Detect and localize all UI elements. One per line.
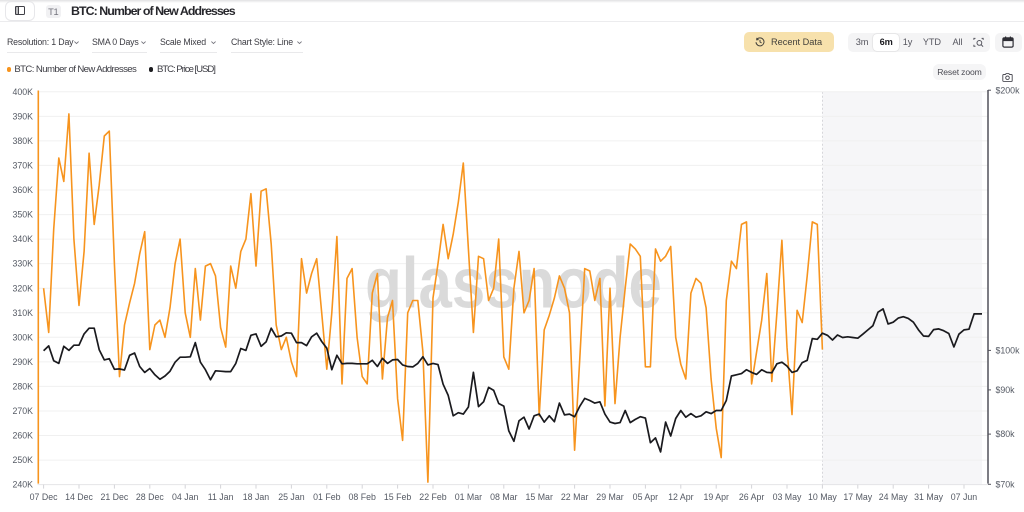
svg-text:08 Feb: 08 Feb (349, 492, 376, 502)
svg-text:$100k: $100k (996, 346, 1021, 356)
svg-text:25 Jan: 25 Jan (278, 492, 305, 502)
svg-text:07 Jun: 07 Jun (951, 492, 978, 502)
svg-text:01 Mar: 01 Mar (455, 492, 482, 502)
svg-text:15 Mar: 15 Mar (526, 492, 553, 502)
svg-text:$90k: $90k (996, 385, 1016, 395)
svg-text:370K: 370K (12, 161, 33, 171)
svg-text:03 May: 03 May (773, 492, 802, 502)
svg-text:$80k: $80k (996, 429, 1016, 439)
svg-text:340K: 340K (12, 234, 33, 244)
svg-text:310K: 310K (12, 308, 33, 318)
svg-text:15 Feb: 15 Feb (384, 492, 411, 502)
svg-text:10 May: 10 May (808, 492, 837, 502)
svg-text:05 Apr: 05 Apr (633, 492, 659, 502)
svg-text:12 Apr: 12 Apr (668, 492, 694, 502)
svg-text:280K: 280K (12, 382, 33, 392)
svg-text:01 Feb: 01 Feb (313, 492, 340, 502)
svg-text:350K: 350K (12, 210, 33, 220)
svg-text:08 Mar: 08 Mar (490, 492, 517, 502)
svg-text:360K: 360K (12, 185, 33, 195)
svg-text:22 Mar: 22 Mar (561, 492, 588, 502)
svg-text:250K: 250K (12, 455, 33, 465)
svg-text:390K: 390K (12, 112, 33, 122)
svg-text:260K: 260K (12, 431, 33, 441)
svg-text:270K: 270K (12, 406, 33, 416)
svg-text:29 Mar: 29 Mar (596, 492, 623, 502)
svg-text:400K: 400K (12, 87, 33, 97)
svg-text:17 May: 17 May (843, 492, 872, 502)
svg-text:300K: 300K (12, 332, 33, 342)
svg-text:240K: 240K (12, 480, 33, 490)
svg-text:290K: 290K (12, 357, 33, 367)
svg-text:$70k: $70k (996, 479, 1016, 489)
svg-text:18 Jan: 18 Jan (243, 492, 270, 502)
svg-text:320K: 320K (12, 283, 33, 293)
svg-text:glassnode: glassnode (365, 244, 662, 323)
svg-text:28 Dec: 28 Dec (136, 492, 164, 502)
svg-text:22 Feb: 22 Feb (419, 492, 446, 502)
svg-text:380K: 380K (12, 136, 33, 146)
svg-text:26 Apr: 26 Apr (739, 492, 765, 502)
svg-text:11 Jan: 11 Jan (208, 492, 234, 502)
svg-text:04 Jan: 04 Jan (172, 492, 199, 502)
svg-text:330K: 330K (12, 259, 33, 269)
svg-text:07 Dec: 07 Dec (30, 492, 58, 502)
svg-text:$200k: $200k (996, 85, 1021, 95)
svg-text:24 May: 24 May (879, 492, 908, 502)
svg-text:14 Dec: 14 Dec (65, 492, 93, 502)
svg-text:31 May: 31 May (914, 492, 943, 502)
svg-text:21 Dec: 21 Dec (100, 492, 128, 502)
svg-text:19 Apr: 19 Apr (703, 492, 729, 502)
